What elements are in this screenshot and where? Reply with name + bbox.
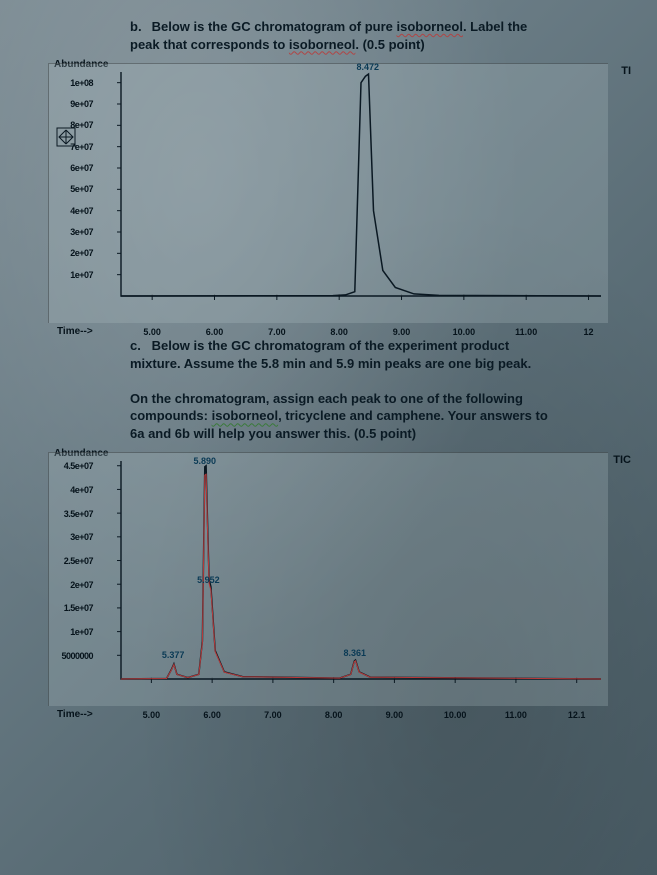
peak-label: 5.952: [197, 575, 220, 585]
ytick-label: 2e+07: [43, 580, 93, 590]
ytick-label: 4e+07: [43, 485, 93, 495]
xtick-label: 8.00: [330, 327, 348, 337]
ytick-label: 4.5e+07: [43, 461, 93, 471]
xtick-label: 7.00: [264, 710, 282, 720]
xtick-label: 5.00: [143, 710, 161, 720]
ytick-label: 3e+07: [43, 532, 93, 542]
xtick-label: 10.00: [444, 710, 467, 720]
ytick-label: 7e+07: [43, 142, 93, 152]
ytick-label: 1e+07: [43, 270, 93, 280]
question-c-line1: Below is the GC chromatogram of the expe…: [130, 338, 531, 371]
ytick-label: 6e+07: [43, 163, 93, 173]
term-isoborneol-1: isoborneol: [397, 19, 463, 34]
question-b-text1: Below is the GC chromatogram of pure: [152, 19, 397, 34]
question-b: b. Below is the GC chromatogram of pure …: [130, 18, 560, 53]
question-c: c. Below is the GC chromatogram of the e…: [130, 337, 560, 442]
ytick-label: 9e+07: [43, 99, 93, 109]
peak-label: 8.361: [344, 648, 367, 658]
xtick-label: 6.00: [203, 710, 221, 720]
term-isoborneol-2: isoborneol: [289, 37, 355, 52]
peak-label: 5.890: [193, 456, 216, 466]
xtick-label: 8.00: [325, 710, 343, 720]
xtick-label: 12.1: [568, 710, 586, 720]
ytick-label: 8e+07: [43, 120, 93, 130]
question-c-letter: c.: [130, 337, 148, 355]
xtick-label: 5.00: [143, 327, 161, 337]
peak-label: 8.472: [356, 62, 379, 72]
xtick-label: 9.00: [393, 327, 411, 337]
chart-b: 1e+072e+073e+074e+075e+076e+077e+078e+07…: [48, 63, 608, 323]
ytick-label: 4e+07: [43, 206, 93, 216]
chart-xlabel: Time-->: [57, 709, 93, 720]
chart-c-wrap: Abundance TIC 50000001e+071.5e+072e+072.…: [48, 452, 637, 706]
chart-c: 50000001e+071.5e+072e+072.5e+073e+073.5e…: [48, 452, 608, 706]
question-b-letter: b.: [130, 18, 148, 36]
ytick-label: 1e+08: [43, 78, 93, 88]
ytick-label: 2.5e+07: [43, 556, 93, 566]
xtick-label: 7.00: [268, 327, 286, 337]
xtick-label: 12: [584, 327, 594, 337]
ytick-label: 1.5e+07: [43, 603, 93, 613]
xtick-label: 9.00: [386, 710, 404, 720]
chart-xlabel: Time-->: [57, 326, 93, 337]
chart-b-tic: TI: [621, 65, 631, 77]
term-isoborneol-3: isoborneol: [212, 408, 278, 423]
ytick-label: 2e+07: [43, 248, 93, 258]
xtick-label: 11.00: [505, 710, 527, 720]
peak-label: 5.377: [162, 650, 185, 660]
ytick-label: 3.5e+07: [43, 509, 93, 519]
chart-c-tic: TIC: [613, 454, 631, 466]
question-b-text3: . (0.5 point): [355, 37, 424, 52]
xtick-label: 6.00: [206, 327, 224, 337]
chart-b-wrap: Abundance TI 1e+072e+073e+074e+075e+076e…: [48, 63, 637, 323]
ytick-label: 5000000: [43, 651, 93, 661]
ytick-label: 3e+07: [43, 227, 93, 237]
xtick-label: 10.00: [453, 327, 476, 337]
xtick-label: 11.00: [515, 327, 537, 337]
ytick-label: 5e+07: [43, 184, 93, 194]
ytick-label: 1e+07: [43, 627, 93, 637]
